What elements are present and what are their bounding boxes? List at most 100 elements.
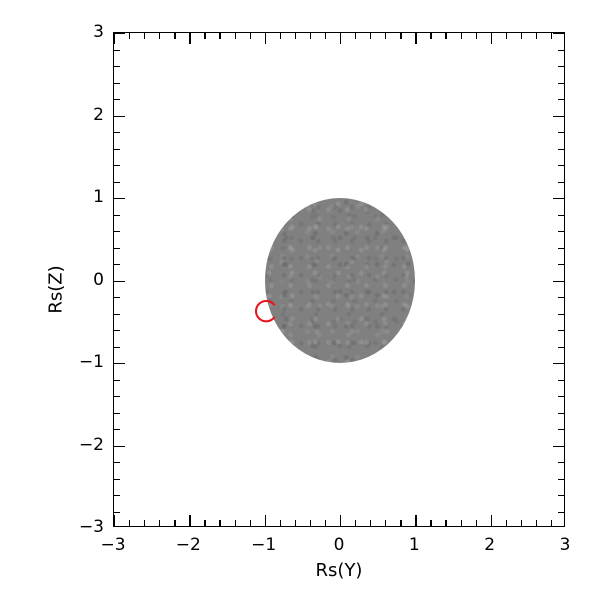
tick-mark [249,520,251,526]
tick-mark [400,520,402,526]
tick-mark [324,33,327,39]
tick-mark [558,214,564,216]
tick-mark [490,515,492,526]
tick-mark [129,33,131,39]
tick-mark [553,115,564,117]
tick-mark [558,181,564,183]
tick-mark [114,478,120,480]
tick-mark [558,231,564,233]
tick-mark [558,148,564,150]
tick-mark [340,33,342,44]
tick-mark [558,330,564,332]
tick-mark [144,520,146,526]
tick-mark [114,181,120,183]
tick-mark [114,412,120,414]
tick-mark [114,148,120,150]
tick-mark [114,445,125,447]
y-tick-label: −1 [78,352,104,372]
tick-mark [114,247,120,249]
tick-mark [550,520,553,526]
tick-mark [430,520,432,526]
y-tick-label: −3 [78,517,104,537]
tick-mark [415,515,417,526]
tick-mark [553,198,564,200]
tick-mark [370,33,372,39]
x-axis-label: Rs(Y) [315,560,363,581]
tick-mark [234,33,236,39]
tick-mark [355,520,357,526]
tick-mark [558,99,564,101]
tick-mark [558,297,564,299]
tick-mark [114,462,120,464]
tick-mark [114,49,120,51]
footprint-arc-marker [254,299,276,323]
tick-mark [475,520,477,526]
tick-mark [520,520,523,526]
tick-mark [114,297,120,299]
footprint-arc-path [254,299,276,323]
tick-mark [558,247,564,249]
tick-mark [159,33,161,39]
tick-mark [114,198,125,200]
tick-mark [520,33,523,39]
data-layer [114,33,564,526]
tick-mark [505,520,508,526]
tick-mark [558,264,564,266]
tick-mark [324,520,327,526]
tick-mark [415,33,417,44]
tick-mark [264,515,266,526]
tick-mark [249,33,251,39]
tick-mark [114,99,120,101]
y-axis-label: Rs(Z) [45,265,67,314]
tick-mark [294,33,297,39]
tick-mark [558,346,564,348]
tick-mark [114,33,116,44]
tick-mark [558,66,564,68]
tick-mark [490,33,492,44]
tick-mark [204,520,206,526]
x-tick-label: 1 [408,535,420,555]
x-tick-label: −2 [175,535,201,555]
tick-mark [385,33,387,39]
tick-mark [445,520,447,526]
y-tick-label: 2 [93,104,104,125]
tick-mark [460,33,462,39]
tick-mark [114,511,120,513]
tick-mark [550,33,553,39]
tick-mark [558,396,564,398]
tick-mark [114,495,120,497]
tick-mark [445,33,447,39]
tick-mark [553,363,564,365]
tick-mark [475,33,477,39]
tick-mark [558,49,564,51]
tick-mark [558,478,564,480]
tick-mark [114,429,120,431]
tick-mark [553,445,564,447]
tick-mark [114,33,125,35]
plot-frame [113,32,565,527]
tick-mark [144,33,146,39]
tick-mark [505,33,508,39]
tick-mark [189,33,191,44]
tick-mark [460,520,462,526]
tick-mark [553,280,564,282]
x-tick-label: −1 [251,535,277,555]
tick-mark [114,515,116,526]
tick-mark [558,495,564,497]
tick-mark [219,33,221,39]
tick-mark [558,429,564,431]
tick-mark [309,520,312,526]
tick-mark [279,33,282,39]
tick-mark [159,520,161,526]
tick-mark [558,132,564,134]
x-tick-label: 3 [559,535,571,555]
tick-mark [340,515,342,526]
tick-mark [558,313,564,315]
tick-mark [535,33,538,39]
tick-mark [279,520,282,526]
planet-disk-texture [264,198,416,363]
tick-mark [558,412,564,414]
tick-mark [129,520,131,526]
tick-mark [219,520,221,526]
